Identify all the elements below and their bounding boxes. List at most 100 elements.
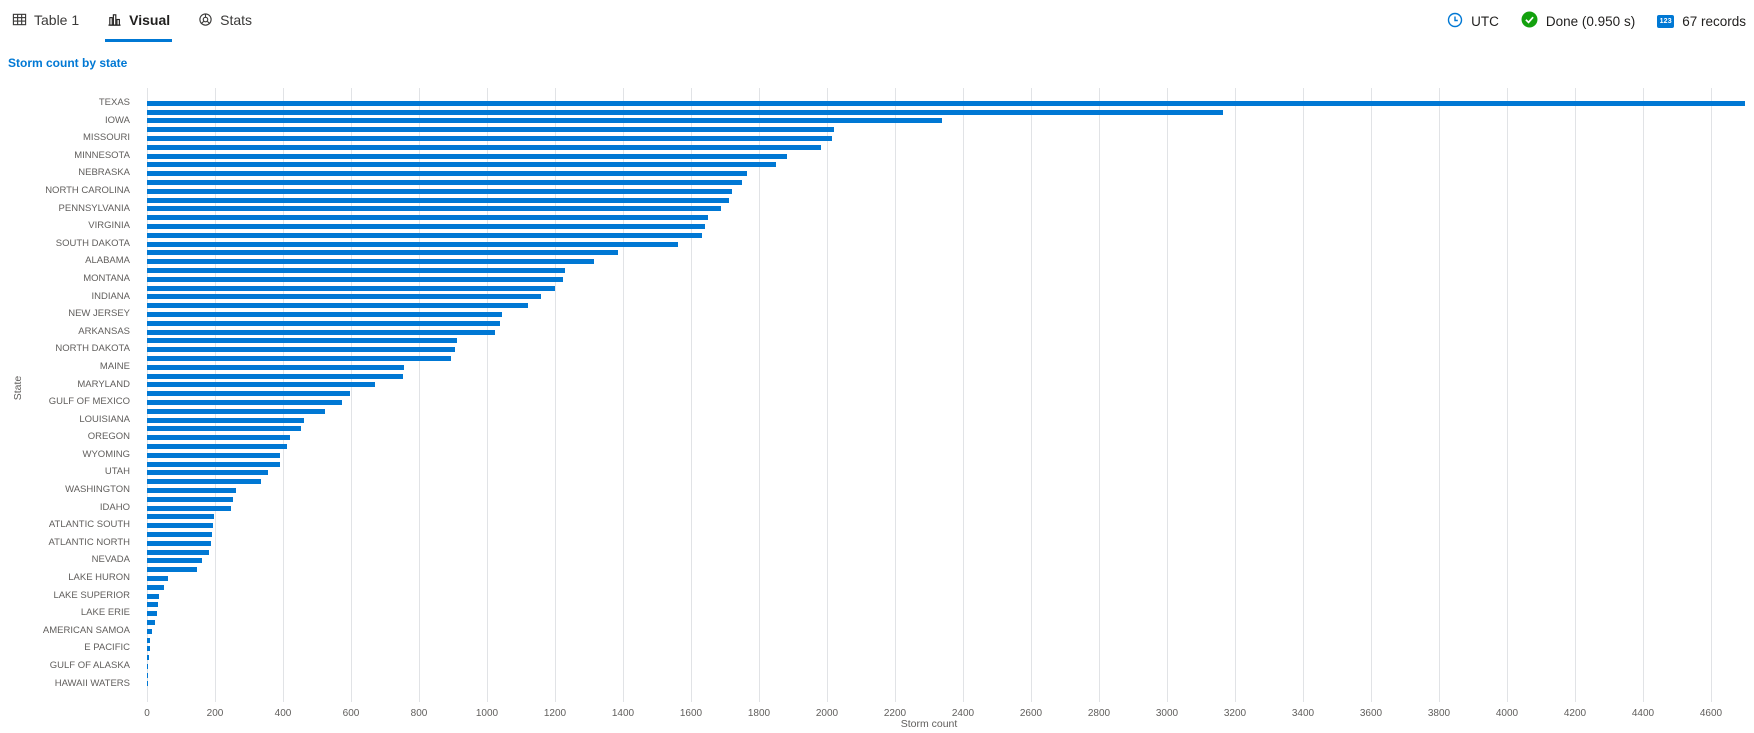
bar[interactable] [147, 109, 1224, 115]
bar[interactable] [147, 514, 214, 520]
bar[interactable] [147, 575, 169, 581]
bar[interactable] [147, 505, 231, 511]
bar[interactable] [147, 232, 703, 238]
bar[interactable] [147, 136, 833, 142]
bar-row [0, 354, 1754, 363]
bar-area [147, 152, 1754, 161]
bar[interactable] [147, 303, 528, 309]
bar[interactable] [147, 602, 159, 608]
bar[interactable] [147, 628, 153, 634]
x-tick-label: 4000 [1495, 708, 1519, 719]
bar[interactable] [147, 364, 405, 370]
bar[interactable] [147, 593, 159, 599]
x-tick-label: 3600 [1359, 708, 1383, 719]
tab-stats[interactable]: Stats [196, 0, 254, 42]
bar[interactable] [147, 619, 155, 625]
bar[interactable] [147, 470, 269, 476]
bar[interactable] [147, 461, 280, 467]
bar[interactable] [147, 435, 290, 441]
bar[interactable] [147, 637, 151, 643]
bar[interactable] [147, 496, 233, 502]
bar[interactable] [147, 549, 209, 555]
x-axis-title: Storm count [900, 718, 958, 730]
bar[interactable] [147, 426, 302, 432]
bar[interactable] [147, 356, 451, 361]
bar[interactable] [147, 171, 748, 177]
bar[interactable] [147, 523, 213, 529]
bar[interactable] [147, 118, 942, 124]
bar[interactable] [147, 294, 541, 300]
bar-row: OREGON [0, 432, 1754, 442]
bar-label: ARKANSAS [78, 325, 130, 337]
bar[interactable] [147, 584, 165, 590]
bar-row: TEXAS [0, 98, 1754, 108]
timezone-selector[interactable]: UTC [1447, 12, 1499, 31]
tab-visual[interactable]: Visual [105, 0, 173, 42]
bar-row [0, 565, 1754, 574]
bar[interactable] [147, 655, 149, 661]
bar[interactable] [147, 100, 1746, 106]
bar-row [0, 143, 1754, 152]
bar[interactable] [147, 567, 197, 573]
bar-row: ATLANTIC NORTH [0, 538, 1754, 548]
bar[interactable] [147, 180, 742, 186]
bar[interactable] [147, 153, 787, 159]
bar[interactable] [147, 197, 730, 203]
bar[interactable] [147, 479, 261, 485]
bar-area [147, 574, 1754, 583]
bar-row: NORTH CAROLINA [0, 186, 1754, 196]
bar[interactable] [147, 241, 679, 247]
bar-area [147, 680, 1754, 689]
bar-area [147, 504, 1754, 513]
bar-row [0, 196, 1754, 205]
x-tick-label: 2000 [815, 708, 839, 719]
bar[interactable] [147, 646, 150, 652]
bar[interactable] [147, 663, 149, 669]
bar-area [147, 636, 1754, 645]
bar[interactable] [147, 250, 619, 256]
bar[interactable] [147, 373, 404, 379]
bar[interactable] [147, 452, 281, 458]
bar[interactable] [147, 408, 326, 414]
bar-area [147, 275, 1754, 284]
bar[interactable] [147, 206, 721, 212]
bar[interactable] [147, 672, 148, 678]
bar-row: LAKE HURON [0, 573, 1754, 583]
bar[interactable] [147, 320, 500, 326]
bar[interactable] [147, 391, 350, 397]
bar[interactable] [147, 268, 566, 274]
bar[interactable] [147, 276, 564, 282]
bar[interactable] [147, 382, 376, 388]
bar[interactable] [147, 443, 288, 449]
bar[interactable] [147, 417, 305, 423]
bar[interactable] [147, 487, 236, 493]
bar-row [0, 178, 1754, 187]
bar[interactable] [147, 144, 822, 150]
bar[interactable] [147, 224, 706, 230]
bar-area [147, 205, 1754, 214]
tab-table-1[interactable]: Table 1 [10, 0, 81, 42]
bar[interactable] [147, 558, 202, 564]
bar[interactable] [147, 399, 343, 405]
bar[interactable] [147, 540, 211, 546]
bar[interactable] [147, 259, 595, 265]
gridline [487, 88, 488, 702]
bar[interactable] [147, 215, 709, 221]
bar-row [0, 671, 1754, 680]
bar[interactable] [147, 312, 502, 318]
bar[interactable] [147, 127, 835, 133]
bar[interactable] [147, 347, 455, 353]
bar[interactable] [147, 329, 496, 335]
bar[interactable] [147, 338, 458, 344]
bar-area [147, 196, 1754, 205]
x-tick-label: 3000 [1155, 708, 1179, 719]
bar-area [147, 627, 1754, 636]
bar[interactable] [147, 611, 157, 617]
bar[interactable] [147, 285, 555, 291]
gridline [691, 88, 692, 702]
bar-label: MARYLAND [77, 378, 130, 390]
bar[interactable] [147, 188, 733, 194]
bar[interactable] [147, 531, 212, 537]
bar[interactable] [147, 681, 148, 687]
bar[interactable] [147, 162, 776, 168]
